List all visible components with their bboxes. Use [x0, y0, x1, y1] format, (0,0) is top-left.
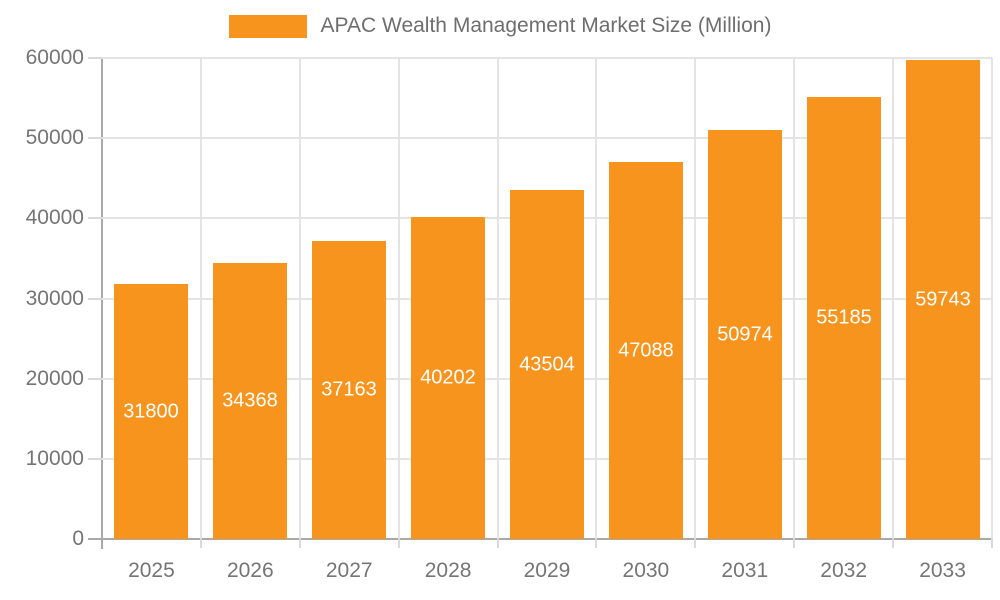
x-tick-label: 2033	[919, 559, 966, 582]
y-tick	[88, 457, 102, 460]
column-gridline	[991, 58, 993, 539]
bar-2029: 43504	[510, 190, 584, 539]
y-axis-line	[101, 58, 103, 549]
x-tick	[595, 538, 598, 548]
x-tick-label: 2032	[820, 559, 868, 582]
bar-2027: 37163	[312, 241, 386, 539]
bar-value-label: 50974	[717, 323, 773, 345]
bar-2025: 31800	[114, 284, 188, 539]
bar-value-label: 34368	[222, 389, 278, 412]
y-tick-label: 40000	[25, 206, 84, 230]
legend-item[interactable]: APAC Wealth Management Market Size (Mill…	[228, 14, 772, 38]
bar-value-label: 59743	[915, 288, 971, 310]
x-tick-label: 2029	[523, 559, 571, 582]
x-tick-label: 2028	[424, 559, 472, 582]
bar-2026: 34368	[213, 263, 287, 539]
x-tick-label: 2026	[226, 559, 274, 582]
y-tick	[88, 377, 102, 380]
column-gridline	[793, 58, 796, 539]
x-tick-label: 2031	[721, 559, 769, 582]
bar-value-label: 43504	[519, 353, 575, 375]
x-tick	[298, 538, 301, 548]
bar-2032: 55185	[807, 97, 881, 539]
y-tick	[88, 217, 102, 220]
x-tick	[991, 538, 993, 548]
x-tick	[892, 538, 895, 548]
bar-value-label: 47088	[618, 339, 674, 361]
bar-value-label: 40202	[420, 366, 476, 389]
bar-2031: 50974	[708, 130, 782, 539]
plot-area: 31800 34368 37163 40202 43504 47088 50974 55185…	[102, 57, 993, 539]
bar-value-label: 55185	[816, 306, 872, 329]
bar-2033: 59743	[906, 60, 980, 539]
y-tick-label: 60000	[25, 46, 84, 69]
y-tick-label: 0	[72, 527, 84, 550]
y-tick	[88, 137, 102, 140]
bar-2030: 47088	[609, 162, 683, 539]
column-gridline	[892, 58, 895, 539]
x-axis-line	[88, 538, 992, 540]
column-gridline	[496, 58, 499, 539]
x-tick-label: 2030	[622, 559, 670, 582]
y-tick	[88, 57, 102, 59]
x-tick	[496, 538, 499, 548]
legend: APAC Wealth Management Market Size (Mill…	[0, 14, 1000, 38]
x-tick	[199, 538, 202, 548]
y-tick-label: 20000	[25, 366, 84, 390]
bar-value-label: 31800	[123, 400, 179, 422]
y-tick	[88, 297, 102, 300]
y-tick-label: 50000	[25, 126, 84, 150]
legend-swatch	[228, 14, 307, 38]
y-gridline	[102, 57, 992, 59]
bar-2028: 40202	[411, 217, 485, 539]
y-gridline	[102, 137, 992, 140]
column-gridline	[694, 58, 697, 539]
column-gridline	[397, 58, 400, 539]
column-gridline	[199, 58, 202, 539]
bar-value-label: 37163	[321, 378, 377, 401]
x-tick-label: 2025	[128, 559, 175, 582]
x-tick	[694, 538, 697, 548]
legend-label: APAC Wealth Management Market Size (Mill…	[320, 14, 772, 37]
column-gridline	[298, 58, 301, 539]
column-gridline	[595, 58, 598, 539]
y-tick-label: 30000	[25, 286, 84, 310]
x-tick	[397, 538, 400, 548]
y-tick-label: 10000	[25, 446, 84, 470]
x-tick	[793, 538, 796, 548]
x-tick-label: 2027	[325, 559, 373, 582]
